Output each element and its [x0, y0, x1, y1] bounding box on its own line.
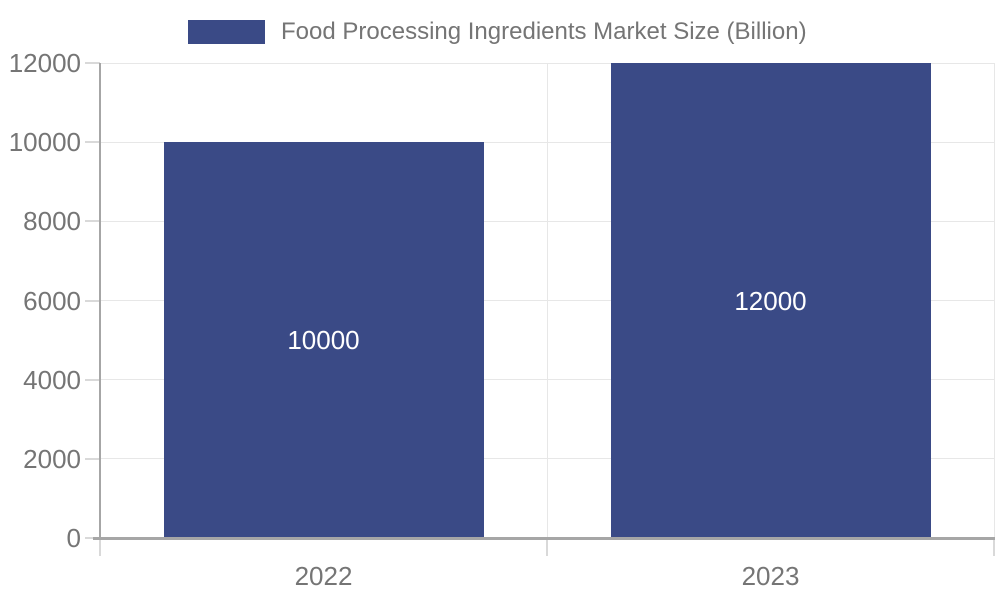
legend-label: Food Processing Ingredients Market Size … — [281, 18, 807, 45]
x-tick-label: 2023 — [741, 561, 800, 591]
y-axis-tick — [85, 299, 100, 302]
bar — [610, 63, 931, 538]
x-axis-tick — [993, 538, 995, 556]
y-axis-tick — [85, 378, 100, 381]
bar-value-label: 10000 — [287, 325, 360, 356]
y-tick-label: 12000 — [8, 48, 81, 78]
y-axis-tick — [85, 62, 100, 64]
y-tick-label: 6000 — [23, 285, 81, 316]
bar — [163, 142, 484, 538]
y-tick-label: 0 — [66, 523, 81, 553]
y-axis-line — [99, 63, 101, 539]
y-axis-tick — [85, 457, 100, 460]
legend-swatch — [188, 20, 265, 44]
plot-area: 0 2000 4000 6000 8000 10000 12000 10000 2022 1200… — [9, 48, 995, 591]
y-tick-label: 2000 — [23, 443, 81, 474]
gridline-vertical — [993, 63, 995, 538]
gridline-vertical — [546, 63, 548, 538]
y-tick-label: 4000 — [23, 364, 81, 395]
x-axis-tick — [99, 538, 101, 556]
x-tick-label: 2022 — [294, 561, 353, 591]
y-axis-tick — [85, 141, 100, 144]
bar-value-label: 12000 — [734, 285, 807, 316]
legend: Food Processing Ingredients Market Size … — [188, 18, 807, 46]
y-tick-label: 8000 — [23, 206, 81, 237]
y-tick-label: 10000 — [8, 127, 81, 158]
y-axis-tick — [85, 537, 100, 539]
x-axis-tick — [546, 538, 548, 556]
x-axis-line — [93, 537, 995, 540]
y-axis-tick — [85, 220, 100, 223]
